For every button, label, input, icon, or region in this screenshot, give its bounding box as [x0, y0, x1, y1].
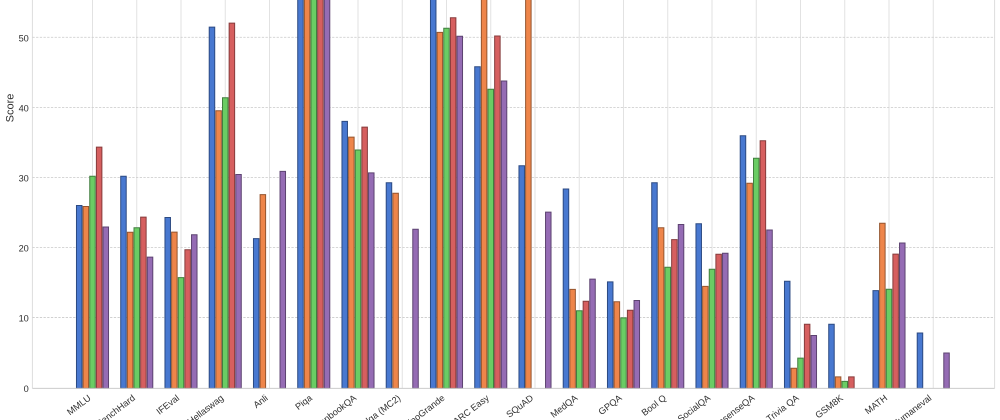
svg-text:50: 50 [19, 33, 29, 43]
svg-text:30: 30 [19, 173, 29, 183]
svg-text:40: 40 [19, 103, 29, 113]
svg-text:0: 0 [24, 384, 29, 394]
svg-text:Score: Score [5, 94, 17, 123]
svg-text:10: 10 [19, 314, 29, 324]
svg-text:20: 20 [19, 243, 29, 253]
